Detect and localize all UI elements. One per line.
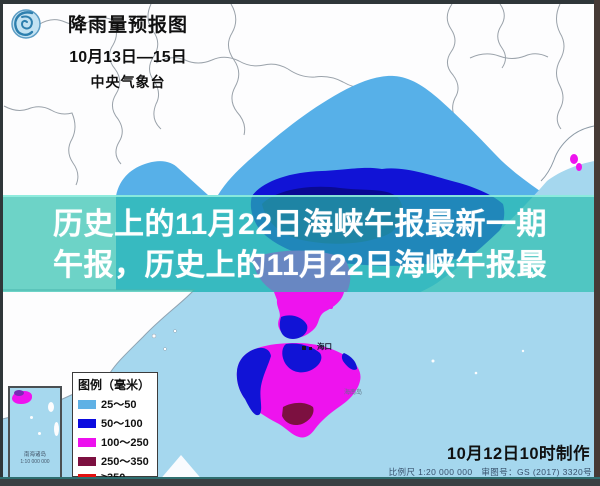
legend-row: 50～100 (78, 415, 157, 431)
south-china-sea-inset-map: 南海诸岛 1:10 000 000 (8, 386, 62, 480)
peninsula-rain-50-100 (279, 315, 308, 339)
frame-right (594, 0, 600, 486)
legend-label: 100～250 (101, 437, 149, 449)
legend-label: 50～100 (101, 418, 143, 430)
rain-spot-coast-2 (576, 163, 582, 171)
inset-title: 南海诸岛 (23, 452, 46, 458)
legend-row: 100～250 (78, 434, 157, 450)
headline-overlay-banner: 历史上的11月22日海峡午报最新一期 午报，历史上的11月22日海峡午报最 (0, 195, 600, 292)
hainan-rain-100-250 (236, 343, 361, 438)
inset-islet (54, 422, 59, 436)
legend-row: 250～350 (78, 453, 157, 469)
legend-swatch-50-100 (78, 418, 96, 428)
coastline-upper-right (540, 125, 595, 182)
cma-logo-icon (10, 8, 42, 40)
city-label-haikou: 海口 (317, 342, 332, 351)
inset-islet (30, 416, 33, 419)
city-marker-icon (302, 346, 306, 350)
sea-islet (521, 349, 525, 353)
province-borders (3, 3, 565, 186)
legend: 图例（毫米） 25～50 50～100 100～250 250～350 ≥350 (72, 372, 158, 484)
headline-line-1: 历史上的11月22日海峡午报最新一期 (52, 207, 548, 241)
city-marker-icon (309, 347, 312, 350)
coast-islet (173, 329, 177, 333)
map-title-block: 降雨量预报图 10月13日—15日 中央气象台 (56, 10, 200, 92)
sea-islet (474, 371, 478, 375)
map-agency: 中央气象台 (90, 74, 166, 90)
inset-islet (38, 432, 41, 435)
scale-note-text: 比例尺 1:20 000 000 审图号：GS (2017) 3320号 (388, 467, 592, 477)
inset-rain-blob-dark (14, 390, 24, 396)
inset-islet (48, 402, 54, 412)
legend-swatch-25-50 (78, 399, 96, 409)
legend-label: 25～50 (101, 399, 137, 411)
hainan-rain-250-350 (282, 402, 314, 426)
legend-label: 250～350 (101, 456, 149, 468)
frame-top (0, 0, 600, 4)
frame-bottom (0, 477, 600, 486)
coast-islet (163, 347, 167, 351)
inset-scale: 1:10 000 000 (20, 459, 50, 465)
islet-magenta (329, 305, 333, 309)
white-wedge (158, 455, 204, 482)
legend-title: 图例（毫米） (78, 378, 151, 392)
legend-swatch-250-350 (78, 456, 96, 466)
island-label: 海南岛 (344, 390, 363, 396)
hainan-rain-50-100-west (236, 347, 271, 416)
frame-left (0, 0, 3, 486)
map-title: 降雨量预报图 (67, 15, 188, 36)
hainan-rain-50-100-ne (341, 353, 357, 370)
made-at-text: 10月12日10时制作 (446, 445, 590, 463)
legend-row: 25～50 (78, 396, 157, 412)
coast-islet (151, 333, 157, 339)
sea-islet (431, 359, 435, 363)
headline-line-2: 午报，历史上的11月22日海峡午报最 (52, 248, 548, 282)
hainan-rain-50-100-north (282, 343, 322, 373)
rain-spot-coast (570, 154, 578, 164)
map-date-range: 10月13日—15日 (69, 49, 187, 66)
islet-magenta (323, 297, 329, 303)
legend-swatch-100-250 (78, 437, 96, 447)
